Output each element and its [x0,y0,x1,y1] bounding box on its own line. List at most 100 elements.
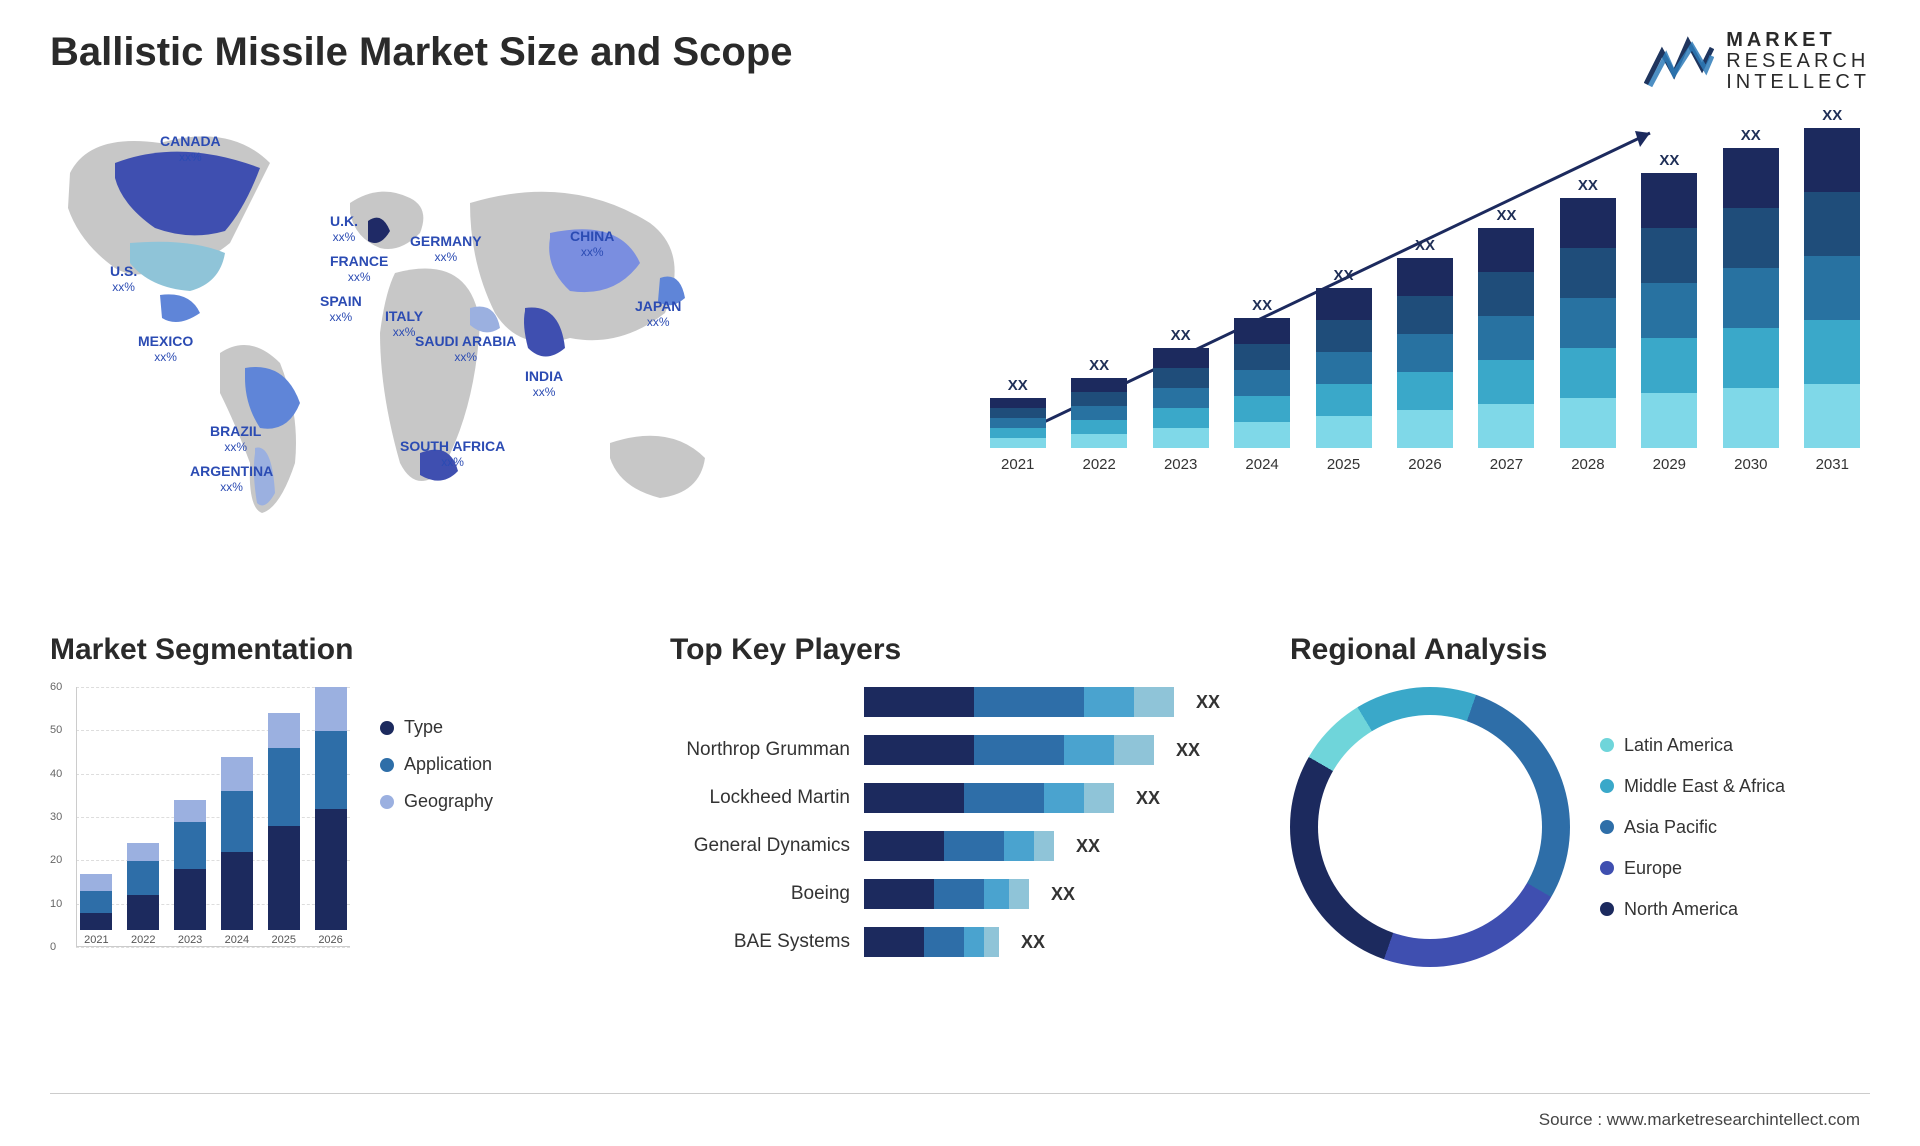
player-name: Boeing [670,883,850,905]
growth-bar-2028: XX 2028 [1550,177,1625,473]
seg-bar-2025: 2025 [264,713,303,946]
donut-ring [1290,687,1570,967]
regional-donut [1290,687,1570,967]
growth-bar-2022: XX2022 [1061,357,1136,473]
map-label-saudi-arabia: SAUDI ARABIAxx% [415,333,516,364]
growth-bar-year: 2026 [1408,456,1441,473]
seg-ytick: 40 [50,768,62,780]
player-bar [864,783,1114,813]
player-bar [864,879,1029,909]
growth-bar-year: 2024 [1245,456,1278,473]
growth-bar-year: 2031 [1816,456,1849,473]
seg-bar-2024: 2024 [217,757,256,946]
growth-bar-stack [1316,288,1372,448]
growth-bar-stack [1071,378,1127,448]
logo-line2: RESEARCH [1726,51,1870,72]
growth-bar-stack [1723,148,1779,448]
growth-bar-2031: XX 2031 [1795,107,1870,473]
region-legend-item: Latin America [1600,735,1785,756]
seg-ytick: 50 [50,724,62,736]
growth-bar-year: 2028 [1571,456,1604,473]
growth-chart-panel: XX2021XX2022XX2023XX2024XX2025XX2026XX20… [980,113,1870,593]
regional-legend: Latin AmericaMiddle East & AfricaAsia Pa… [1600,735,1785,920]
player-value: XX [1076,836,1100,857]
growth-bar-year: 2029 [1653,456,1686,473]
players-list: .XXNorthrop GrummanXXLockheed MartinXXGe… [670,687,1250,957]
footer-divider [50,1093,1870,1094]
map-label-china: CHINAxx% [570,228,614,259]
player-row: .XX [670,687,1250,717]
seg-legend-type: Type [380,717,493,738]
seg-bar-year: 2025 [271,934,295,946]
seg-bar-year: 2022 [131,934,155,946]
growth-bar-label: XX [1578,177,1598,194]
growth-bar-2026: XX 2026 [1387,237,1462,473]
player-value: XX [1196,692,1220,713]
growth-bar-label: XX [1741,127,1761,144]
map-label-brazil: BRAZILxx% [210,423,261,454]
player-value: XX [1051,884,1075,905]
growth-bar-year: 2023 [1164,456,1197,473]
growth-bar-label: XX [1659,152,1679,169]
map-label-u-s-: U.S.xx% [110,263,137,294]
map-label-argentina: ARGENTINAxx% [190,463,273,494]
map-label-mexico: MEXICOxx% [138,333,193,364]
map-label-india: INDIAxx% [525,368,563,399]
growth-bar-year: 2025 [1327,456,1360,473]
player-bar [864,735,1154,765]
growth-bar-label: XX [1171,327,1191,344]
growth-bar-stack [990,398,1046,448]
growth-bar-label: XX [1415,237,1435,254]
player-row: Lockheed Martin XX [670,783,1250,813]
map-label-south-africa: SOUTH AFRICAxx% [400,438,505,469]
player-name: Lockheed Martin [670,787,850,809]
player-row: Boeing XX [670,879,1250,909]
map-label-spain: SPAINxx% [320,293,362,324]
player-name: General Dynamics [670,835,850,857]
map-label-germany: GERMANYxx% [410,233,482,264]
growth-bars: XX2021XX2022XX2023XX2024XX2025XX2026XX20… [980,113,1870,473]
growth-bar-year: 2027 [1490,456,1523,473]
regional-panel: Regional Analysis Latin AmericaMiddle Ea… [1290,633,1870,1073]
growth-bar-stack [1804,128,1860,448]
growth-bar-label: XX [1822,107,1842,124]
map-label-france: FRANCExx% [330,253,388,284]
seg-ytick: 10 [50,898,62,910]
growth-bar-stack [1397,258,1453,448]
player-value: XX [1176,740,1200,761]
players-title: Top Key Players [670,633,1250,667]
growth-bar-2025: XX2025 [1306,267,1381,473]
growth-bar-year: 2022 [1082,456,1115,473]
brand-logo: MARKET RESEARCH INTELLECT [1644,30,1870,93]
segmentation-title: Market Segmentation [50,633,630,667]
seg-bar-2026: 2026 [311,687,350,946]
seg-bar-2022: 2022 [124,843,163,946]
region-legend-item: Asia Pacific [1600,817,1785,838]
seg-bar-year: 2023 [178,934,202,946]
region-legend-item: Europe [1600,858,1785,879]
growth-bar-stack [1478,228,1534,448]
growth-bar-stack [1641,173,1697,448]
logo-line3: INTELLECT [1726,72,1870,93]
source-label: Source : www.marketresearchintellect.com [1539,1110,1860,1130]
player-row: BAE SystemsXX [670,927,1250,957]
seg-bar-year: 2024 [225,934,249,946]
growth-bar-label: XX [1496,207,1516,224]
growth-bar-2027: XX 2027 [1469,207,1544,473]
seg-ytick: 20 [50,854,62,866]
logo-line1: MARKET [1726,30,1870,51]
map-label-u-k-: U.K.xx% [330,213,358,244]
player-value: XX [1021,932,1045,953]
logo-icon [1644,34,1714,89]
growth-bar-stack [1560,198,1616,448]
growth-bar-2021: XX 2021 [980,377,1055,473]
growth-bar-year: 2021 [1001,456,1034,473]
growth-bar-label: XX [1008,377,1028,394]
growth-bar-year: 2030 [1734,456,1767,473]
players-panel: Top Key Players .XXNorthrop GrummanXXLoc… [670,633,1250,1073]
region-legend-item: North America [1600,899,1785,920]
player-value: XX [1136,788,1160,809]
world-map-panel: CANADAxx%U.S.xx%MEXICOxx%BRAZILxx%ARGENT… [50,113,940,593]
donut-hole [1318,715,1542,939]
seg-legend-geography: Geography [380,791,493,812]
